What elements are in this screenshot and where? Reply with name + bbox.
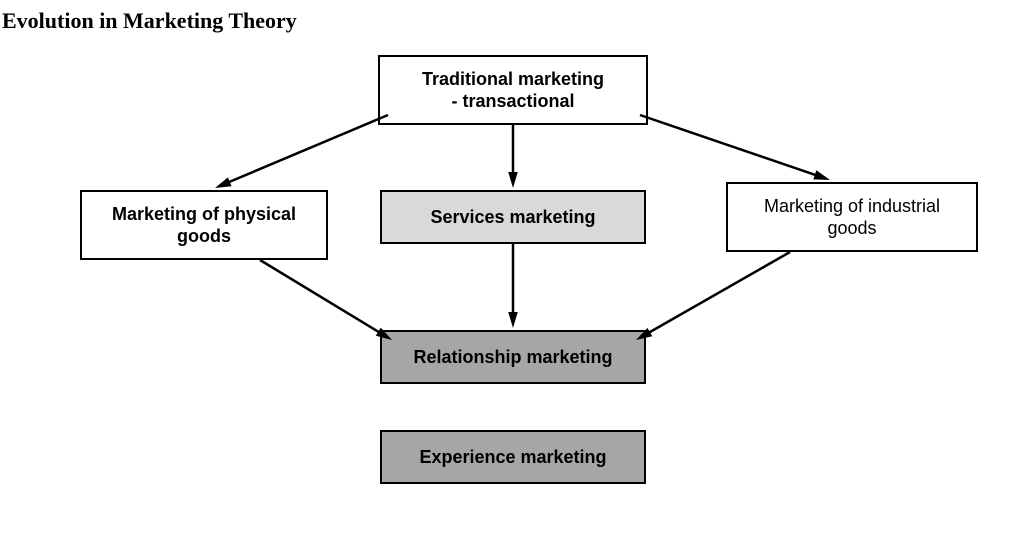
edge-line (228, 115, 388, 182)
node-industrial: Marketing of industrial goods (726, 182, 978, 252)
arrowhead-icon (215, 177, 232, 188)
node-label: Services marketing (430, 206, 595, 229)
edge-line (260, 260, 380, 333)
node-label: Marketing of industrial goods (764, 195, 940, 240)
arrowhead-icon (813, 170, 830, 180)
node-label: Marketing of physical goods (112, 203, 296, 248)
arrowhead-icon (508, 172, 518, 188)
node-label: Experience marketing (419, 446, 606, 469)
diagram-canvas: Evolution in Marketing Theory Traditiona… (0, 0, 1032, 544)
node-physical: Marketing of physical goods (80, 190, 328, 260)
arrowhead-icon (508, 312, 518, 328)
node-traditional: Traditional marketing - transactional (378, 55, 648, 125)
edge-line (640, 115, 816, 175)
node-label: Traditional marketing - transactional (422, 68, 604, 113)
node-experience: Experience marketing (380, 430, 646, 484)
edge-line (649, 252, 790, 333)
diagram-title: Evolution in Marketing Theory (2, 8, 297, 34)
node-relationship: Relationship marketing (380, 330, 646, 384)
node-services: Services marketing (380, 190, 646, 244)
node-label: Relationship marketing (413, 346, 612, 369)
